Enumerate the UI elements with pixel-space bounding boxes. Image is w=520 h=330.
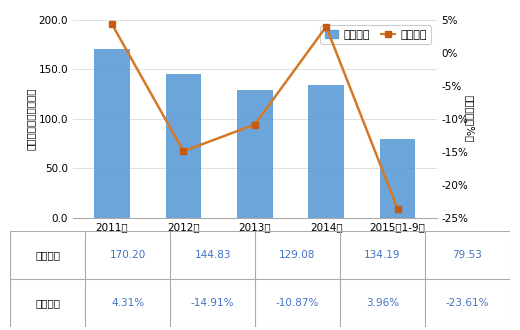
Bar <box>380 139 415 218</box>
Legend: 进口金额, 同比增长: 进口金额, 同比增长 <box>320 25 431 44</box>
Y-axis label: 进口金额（百万美元）: 进口金额（百万美元） <box>25 87 35 150</box>
Text: 170.20: 170.20 <box>110 250 146 260</box>
Text: 144.83: 144.83 <box>194 250 231 260</box>
Text: 3.96%: 3.96% <box>366 298 399 308</box>
Text: 129.08: 129.08 <box>279 250 316 260</box>
Text: 进口金额: 进口金额 <box>35 250 60 260</box>
Bar <box>165 75 201 218</box>
Bar <box>308 85 344 218</box>
Text: 同比增长: 同比增长 <box>35 298 60 308</box>
Text: -14.91%: -14.91% <box>191 298 235 308</box>
Text: -23.61%: -23.61% <box>446 298 489 308</box>
Text: 4.31%: 4.31% <box>111 298 144 308</box>
Bar <box>237 90 272 218</box>
Bar <box>94 49 130 218</box>
Text: 134.19: 134.19 <box>364 250 400 260</box>
Y-axis label: 同比增长（%）: 同比增长（%） <box>464 95 474 143</box>
Text: -10.87%: -10.87% <box>276 298 319 308</box>
Text: 79.53: 79.53 <box>452 250 482 260</box>
